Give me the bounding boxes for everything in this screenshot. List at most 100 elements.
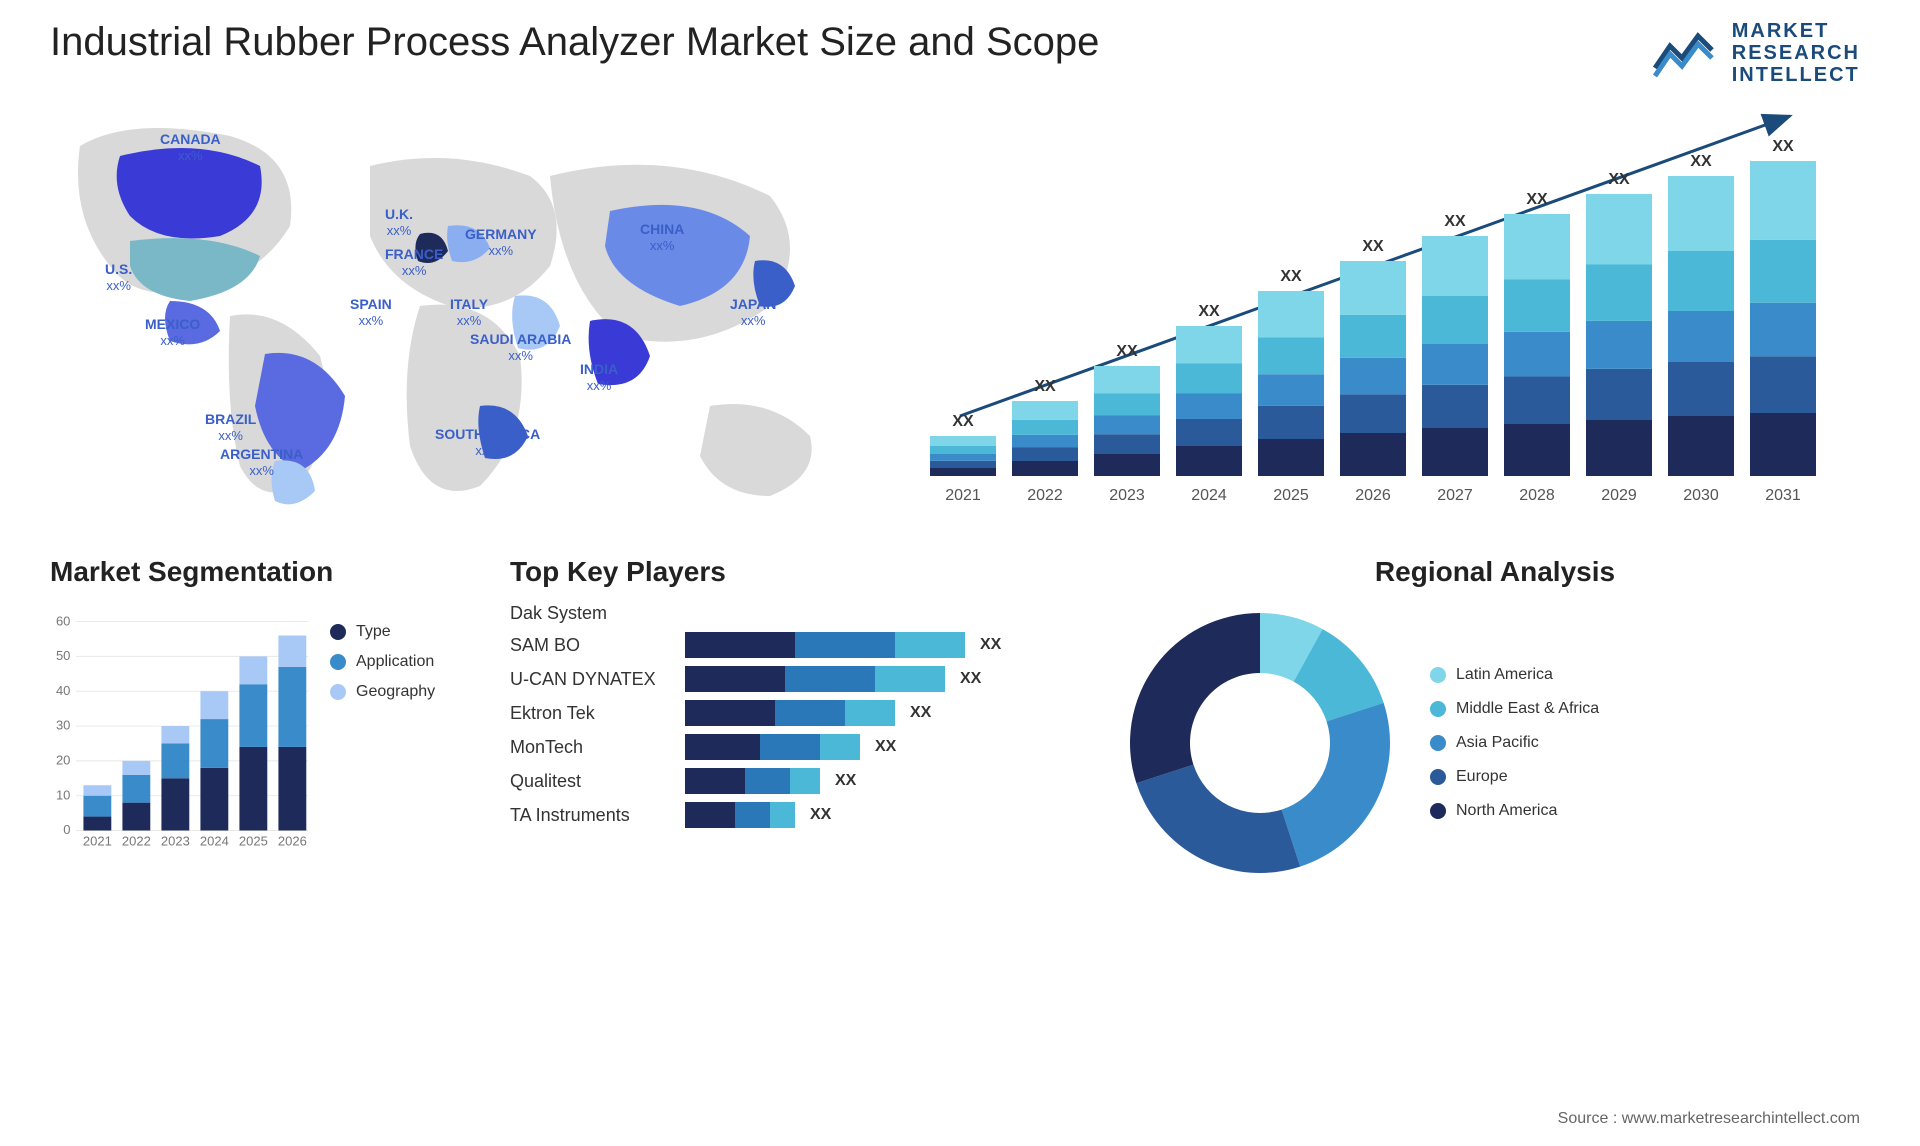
player-value: XX [910, 704, 931, 722]
player-name: Qualitest [510, 771, 670, 792]
logo-text: MARKET RESEARCH INTELLECT [1732, 20, 1860, 86]
map-label: GERMANYxx% [465, 226, 537, 258]
legend-item: Latin America [1430, 666, 1599, 684]
map-label: JAPANxx% [730, 296, 776, 328]
player-value: XX [810, 806, 831, 824]
map-label: FRANCExx% [385, 246, 443, 278]
players-list: Dak SystemSAM BOXXU-CAN DYNATEXXXEktron … [510, 603, 1090, 828]
regional-title: Regional Analysis [1120, 556, 1870, 588]
svg-text:0: 0 [63, 822, 70, 837]
player-value: XX [980, 636, 1001, 654]
svg-text:2031: 2031 [1765, 487, 1801, 504]
svg-text:10: 10 [56, 787, 70, 802]
player-value: XX [875, 738, 896, 756]
growth-chart-svg: XX 2021 XX 2022 XX 2023 XX 2024 XX 2025 XX 2026 XX 20… [920, 106, 1840, 516]
player-name: TA Instruments [510, 805, 670, 826]
header: Industrial Rubber Process Analyzer Marke… [0, 0, 1920, 96]
map-label: SAUDI ARABIAxx% [470, 331, 571, 363]
svg-text:XX: XX [1362, 238, 1384, 255]
svg-text:XX: XX [1608, 171, 1630, 188]
logo-line1: MARKET [1732, 20, 1860, 42]
logo-line2: RESEARCH [1732, 42, 1860, 64]
growth-chart: XX 2021 XX 2022 XX 2023 XX 2024 XX 2025 XX 2026 XX 20… [920, 106, 1870, 516]
segmentation-legend: Type Application Geography [330, 603, 435, 863]
svg-text:XX: XX [1444, 213, 1466, 230]
svg-text:XX: XX [1526, 191, 1548, 208]
legend-item: Type [330, 623, 435, 641]
legend-item: Application [330, 653, 435, 671]
segmentation-title: Market Segmentation [50, 556, 480, 588]
player-row: MonTech XX [510, 734, 1090, 760]
player-row: TA Instruments XX [510, 802, 1090, 828]
regional-panel: Regional Analysis Latin America Middle Ea… [1120, 556, 1870, 883]
map-label: BRAZILxx% [205, 411, 256, 443]
svg-text:XX: XX [1034, 378, 1056, 395]
map-label: CHINAxx% [640, 221, 684, 253]
legend-item: Europe [1430, 768, 1599, 786]
player-row: U-CAN DYNATEX XX [510, 666, 1090, 692]
svg-text:XX: XX [1690, 153, 1712, 170]
svg-text:2026: 2026 [278, 833, 307, 848]
map-label: U.S.xx% [105, 261, 132, 293]
world-map: CANADAxx% U.S.xx% MEXICOxx% BRAZILxx%ARGENT… [50, 106, 880, 516]
map-label: U.K.xx% [385, 206, 413, 238]
svg-text:2026: 2026 [1355, 487, 1391, 504]
legend-item: Asia Pacific [1430, 734, 1599, 752]
map-label: ARGENTINAxx% [220, 446, 303, 478]
map-label: INDIAxx% [580, 361, 618, 393]
svg-text:30: 30 [56, 718, 70, 733]
regional-donut [1120, 603, 1400, 883]
legend-item: Middle East & Africa [1430, 700, 1599, 718]
svg-text:XX: XX [1772, 138, 1794, 155]
player-row: SAM BO XX [510, 632, 1090, 658]
map-label: ITALYxx% [450, 296, 488, 328]
player-name: U-CAN DYNATEX [510, 669, 670, 690]
svg-text:2024: 2024 [200, 833, 229, 848]
segmentation-panel: Market Segmentation 01020304050602021202… [50, 556, 480, 883]
segmentation-chart: 0102030405060202120222023202420252026 [50, 603, 310, 863]
svg-text:2024: 2024 [1191, 487, 1227, 504]
player-row: Ektron Tek XX [510, 700, 1090, 726]
players-panel: Top Key Players Dak SystemSAM BOXXU-CAN … [510, 556, 1090, 883]
map-label: SOUTH AFRICAxx% [435, 426, 540, 458]
svg-text:2029: 2029 [1601, 487, 1637, 504]
map-label: CANADAxx% [160, 131, 221, 163]
svg-text:2023: 2023 [1109, 487, 1145, 504]
player-name: SAM BO [510, 635, 670, 656]
svg-text:2022: 2022 [1027, 487, 1063, 504]
svg-text:2021: 2021 [83, 833, 112, 848]
svg-text:2025: 2025 [239, 833, 268, 848]
player-bar [685, 802, 795, 828]
player-bar [685, 768, 820, 794]
legend-item: North America [1430, 802, 1599, 820]
player-bar [685, 666, 945, 692]
player-name: MonTech [510, 737, 670, 758]
player-name: Dak System [510, 603, 670, 624]
top-row: CANADAxx% U.S.xx% MEXICOxx% BRAZILxx%ARGENT… [0, 96, 1920, 536]
player-bar [685, 734, 860, 760]
player-value: XX [960, 670, 981, 688]
svg-text:2023: 2023 [161, 833, 190, 848]
svg-text:20: 20 [56, 753, 70, 768]
svg-text:XX: XX [952, 413, 974, 430]
svg-text:50: 50 [56, 648, 70, 663]
legend-item: Geography [330, 683, 435, 701]
map-label: MEXICOxx% [145, 316, 200, 348]
brand-logo: MARKET RESEARCH INTELLECT [1650, 20, 1860, 86]
player-value: XX [835, 772, 856, 790]
svg-text:2030: 2030 [1683, 487, 1719, 504]
svg-text:2022: 2022 [122, 833, 151, 848]
svg-text:2021: 2021 [945, 487, 981, 504]
svg-text:XX: XX [1280, 268, 1302, 285]
svg-text:40: 40 [56, 683, 70, 698]
logo-icon [1650, 28, 1720, 78]
svg-text:2027: 2027 [1437, 487, 1473, 504]
svg-text:XX: XX [1198, 303, 1220, 320]
player-name: Ektron Tek [510, 703, 670, 724]
source-text: Source : www.marketresearchintellect.com [1558, 1110, 1860, 1128]
player-row: Dak System [510, 603, 1090, 624]
player-bar [685, 632, 965, 658]
player-row: Qualitest XX [510, 768, 1090, 794]
map-label: SPAINxx% [350, 296, 392, 328]
svg-text:2025: 2025 [1273, 487, 1309, 504]
